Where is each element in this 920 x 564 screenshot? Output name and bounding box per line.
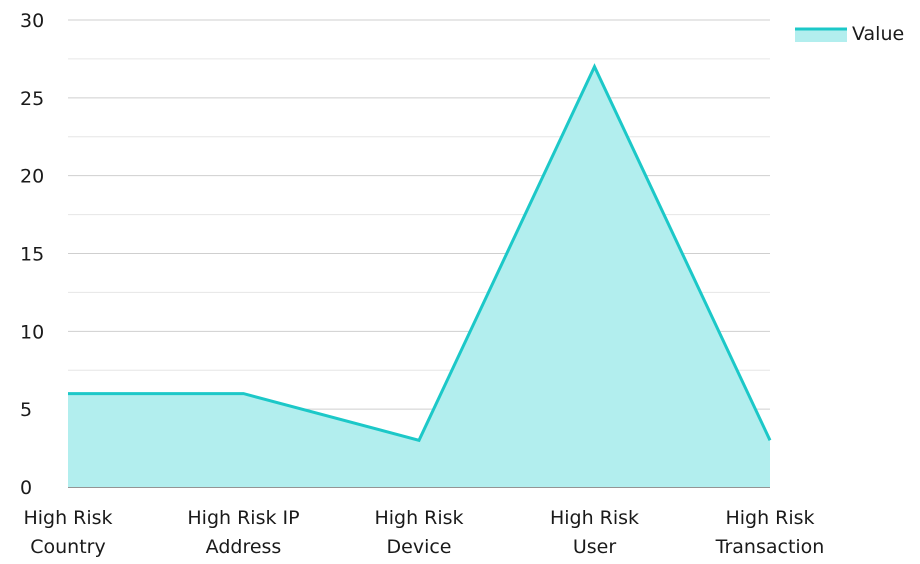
y-tick-label: 10 [20,321,44,343]
x-tick-label: High Risk User [550,507,639,558]
y-tick-label: 20 [20,166,44,188]
y-tick-label: 25 [20,88,44,110]
x-tick-label: High Risk Device [374,507,463,558]
y-tick-label: 0 [20,477,32,499]
legend: Value [795,23,904,45]
y-tick-label: 30 [20,10,44,32]
x-tick-label: High Risk Country [23,507,112,558]
legend-swatch-fill [795,28,847,42]
y-tick-label: 5 [20,399,32,421]
axes: 0 5 10 15 20 25 30 High Risk Country High Risk IP… [20,10,824,558]
x-tick-label: High Risk IP Address [187,507,299,558]
series-line [68,63,772,443]
x-tick-label: High Risk Transaction [715,507,825,558]
y-tick-label: 15 [20,244,44,266]
legend-label: Value [852,23,904,45]
area-fill [68,66,770,487]
area-series [68,63,772,487]
